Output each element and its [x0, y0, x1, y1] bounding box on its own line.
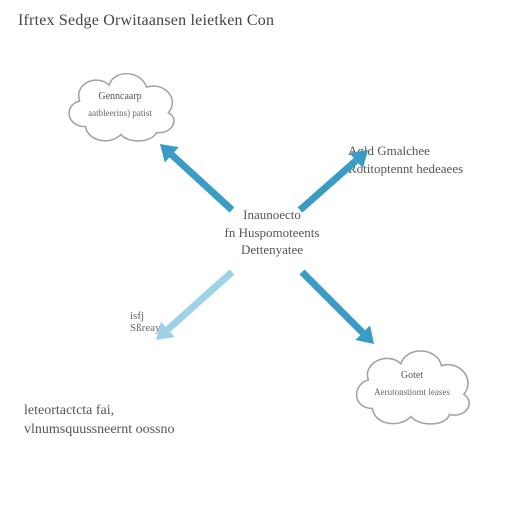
- small-left-label: isfj Sßreay: [130, 310, 190, 334]
- right-label: Agld Gmalchee Rotitoptennt hedeaees: [348, 142, 498, 177]
- cloud-tl-line1: Genncaarp: [98, 91, 141, 102]
- cloud-br-line1: Gotet: [401, 370, 423, 381]
- center-line1: Inaunoecto: [192, 206, 352, 224]
- diagram-canvas: Ifrtex Sedge Orwitaansen leietken Con Ge…: [0, 0, 512, 512]
- right-label-line1: Agld Gmalchee: [348, 142, 498, 160]
- center-line2: fn Huspomoteents: [192, 224, 352, 242]
- bottom-left-label: leteortactcta fai, vlnumsquussneernt oos…: [24, 402, 224, 440]
- cloud-tl-line2: aatbleerins) patist: [88, 108, 152, 118]
- cloud-top-left: Genncaarp aatbleerins) patist: [56, 56, 184, 148]
- center-line3: Dettenyatee: [192, 241, 352, 259]
- small-left-line2: Sßreay: [130, 322, 190, 334]
- arrow-shaft: [169, 152, 234, 212]
- arrow-shaft: [300, 270, 366, 336]
- cloud-bottom-right: Gotet Aerutonstiomt leases: [346, 332, 478, 430]
- right-label-line2: Rotitoptennt hedeaees: [348, 160, 498, 178]
- cloud-br-line2: Aerutonstiomt leases: [374, 387, 450, 397]
- bl-line2: vlnumsquussneernt oossno: [24, 421, 224, 440]
- small-left-line1: isfj: [130, 310, 190, 322]
- center-label: Inaunoecto fn Huspomoteents Dettenyatee: [192, 206, 352, 259]
- diagram-title: Ifrtex Sedge Orwitaansen leietken Con: [18, 12, 494, 30]
- bl-line1: leteortactcta fai,: [24, 402, 224, 421]
